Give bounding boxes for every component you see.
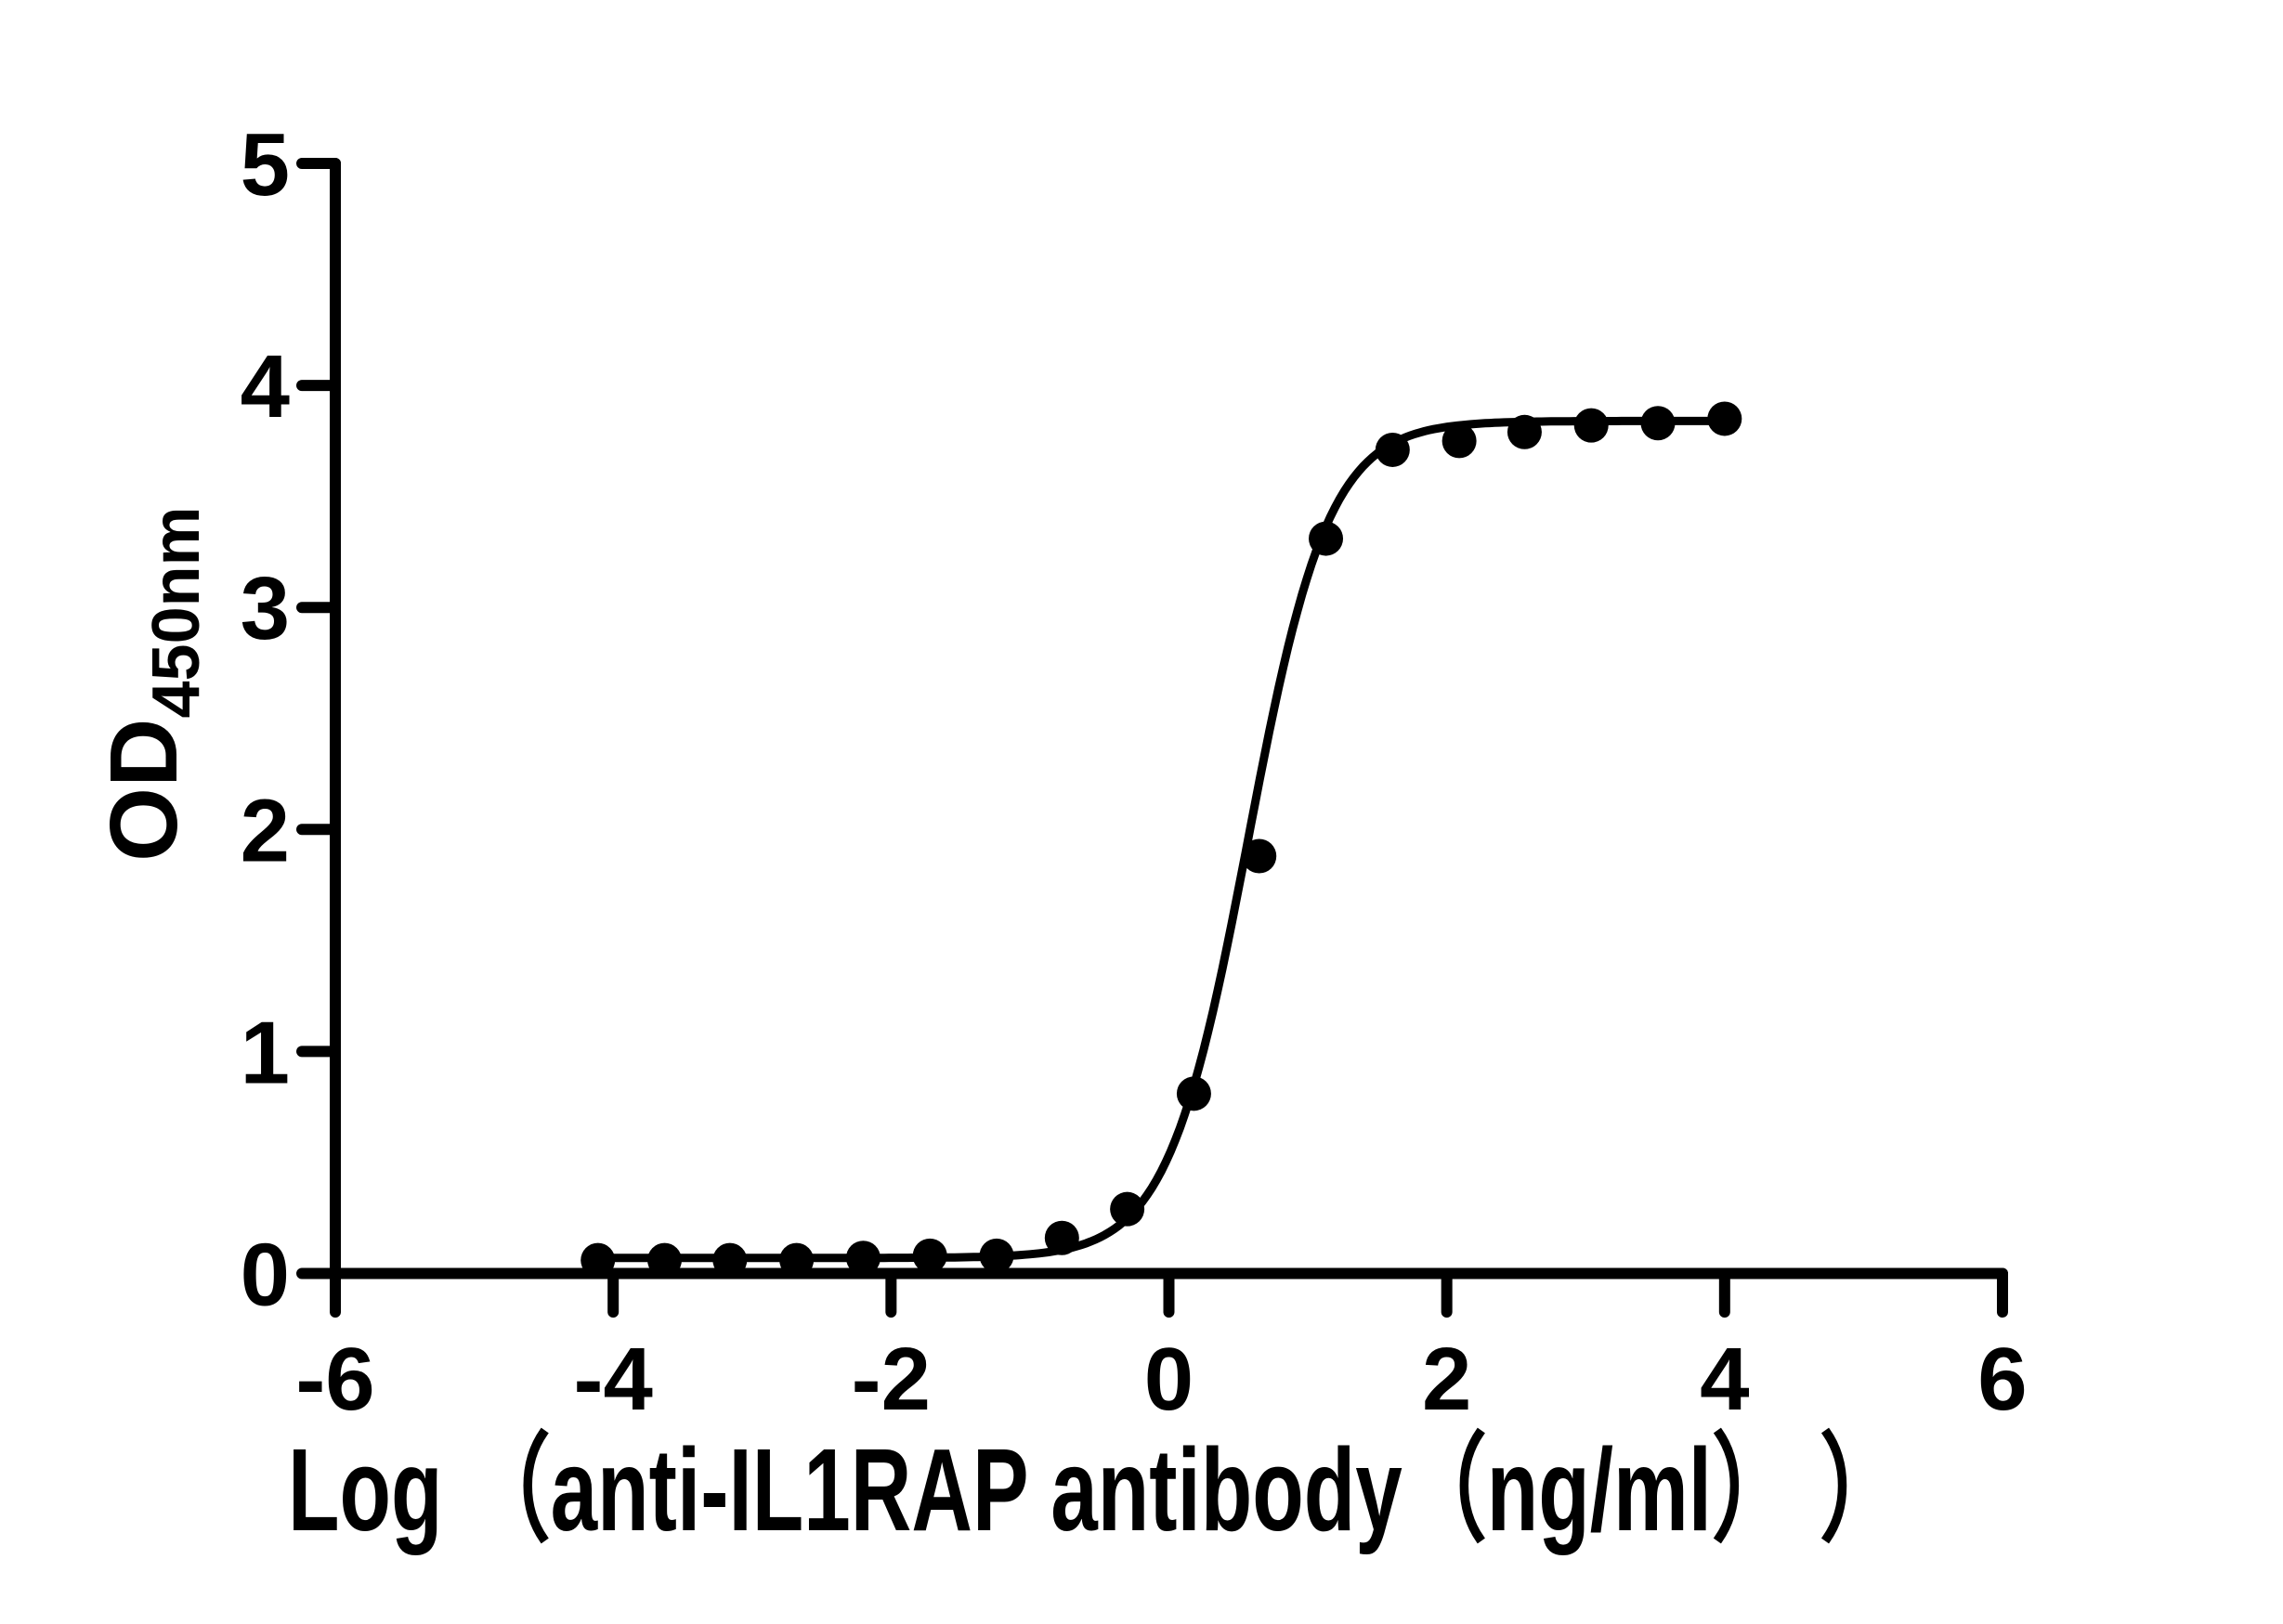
- tick-labels-layer: -6 -4 -2 0 2 4 6 0 1 2 3 4 5: [241, 115, 2028, 1429]
- data-point: [1242, 838, 1277, 874]
- y-axis-title-main: OD: [90, 719, 197, 863]
- y-axis-title-subscript: 450nm: [139, 506, 214, 718]
- data-point: [647, 1242, 683, 1278]
- x-tick-label: -4: [574, 1330, 653, 1429]
- data-point: [1507, 414, 1542, 449]
- data-point: [1375, 432, 1410, 467]
- data-point: [845, 1241, 881, 1276]
- fit-curve-layer: [594, 416, 1729, 1263]
- x-tick-label: 4: [1700, 1330, 1749, 1429]
- y-tick-label: 3: [241, 559, 290, 658]
- data-point: [1110, 1191, 1145, 1227]
- data-point: [1309, 521, 1344, 556]
- y-tick-label: 1: [241, 1003, 290, 1102]
- y-tick-label: 5: [241, 115, 290, 214]
- data-point: [1640, 406, 1676, 441]
- x-tick-label: -6: [295, 1330, 374, 1429]
- y-tick-label: 2: [241, 781, 290, 880]
- fit-curve: [594, 416, 1729, 1263]
- data-point: [1442, 423, 1477, 459]
- x-tick-label: 6: [1977, 1330, 2027, 1429]
- data-point: [979, 1238, 1014, 1273]
- data-point: [1044, 1220, 1079, 1255]
- x-tick-label: 0: [1144, 1330, 1194, 1429]
- x-axis-title: Log （anti-IL1RAP antibody（ng/ml） ）: [288, 1424, 1904, 1555]
- data-point: [1176, 1076, 1211, 1111]
- data-point: [779, 1242, 815, 1278]
- data-point: [912, 1238, 947, 1273]
- data-point: [1707, 401, 1742, 436]
- x-tick-label: -2: [852, 1330, 931, 1429]
- data-points-layer: [581, 401, 1742, 1278]
- y-axis-title: OD450nm: [90, 506, 214, 862]
- data-point: [581, 1242, 616, 1278]
- y-tick-label: 0: [241, 1226, 290, 1325]
- data-point: [1573, 408, 1609, 443]
- axes-layer: [296, 158, 2008, 1318]
- data-point: [712, 1242, 748, 1278]
- x-tick-label: 2: [1422, 1330, 1471, 1429]
- y-tick-label: 4: [241, 337, 290, 436]
